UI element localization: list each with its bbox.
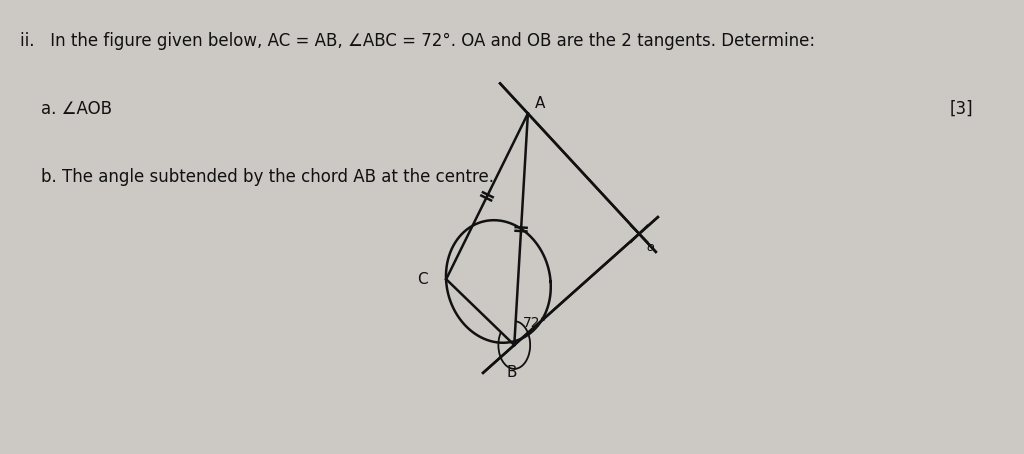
Text: b. The angle subtended by the chord AB at the centre.: b. The angle subtended by the chord AB a… [20, 168, 495, 186]
Text: 72°: 72° [523, 316, 548, 330]
Text: B: B [507, 365, 517, 380]
Text: ii.   In the figure given below, AC = AB, ∠ABC = 72°. OA and OB are the 2 tangen: ii. In the figure given below, AC = AB, … [20, 32, 815, 50]
Text: A: A [535, 96, 545, 111]
Text: C: C [418, 271, 428, 287]
Text: o: o [646, 241, 653, 254]
Text: [3]: [3] [949, 100, 973, 118]
Text: a. ∠AOB: a. ∠AOB [20, 100, 113, 118]
